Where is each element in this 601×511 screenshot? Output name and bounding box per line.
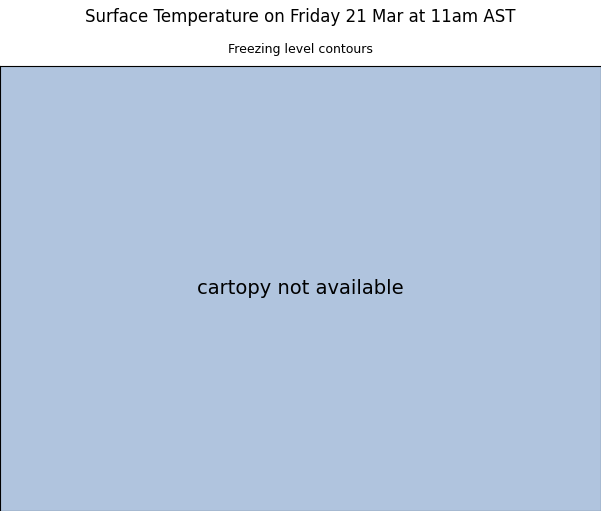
Text: cartopy not available: cartopy not available [197, 279, 404, 298]
Text: Freezing level contours: Freezing level contours [228, 43, 373, 56]
Text: Surface Temperature on Friday 21 Mar at 11am AST: Surface Temperature on Friday 21 Mar at … [85, 8, 516, 26]
